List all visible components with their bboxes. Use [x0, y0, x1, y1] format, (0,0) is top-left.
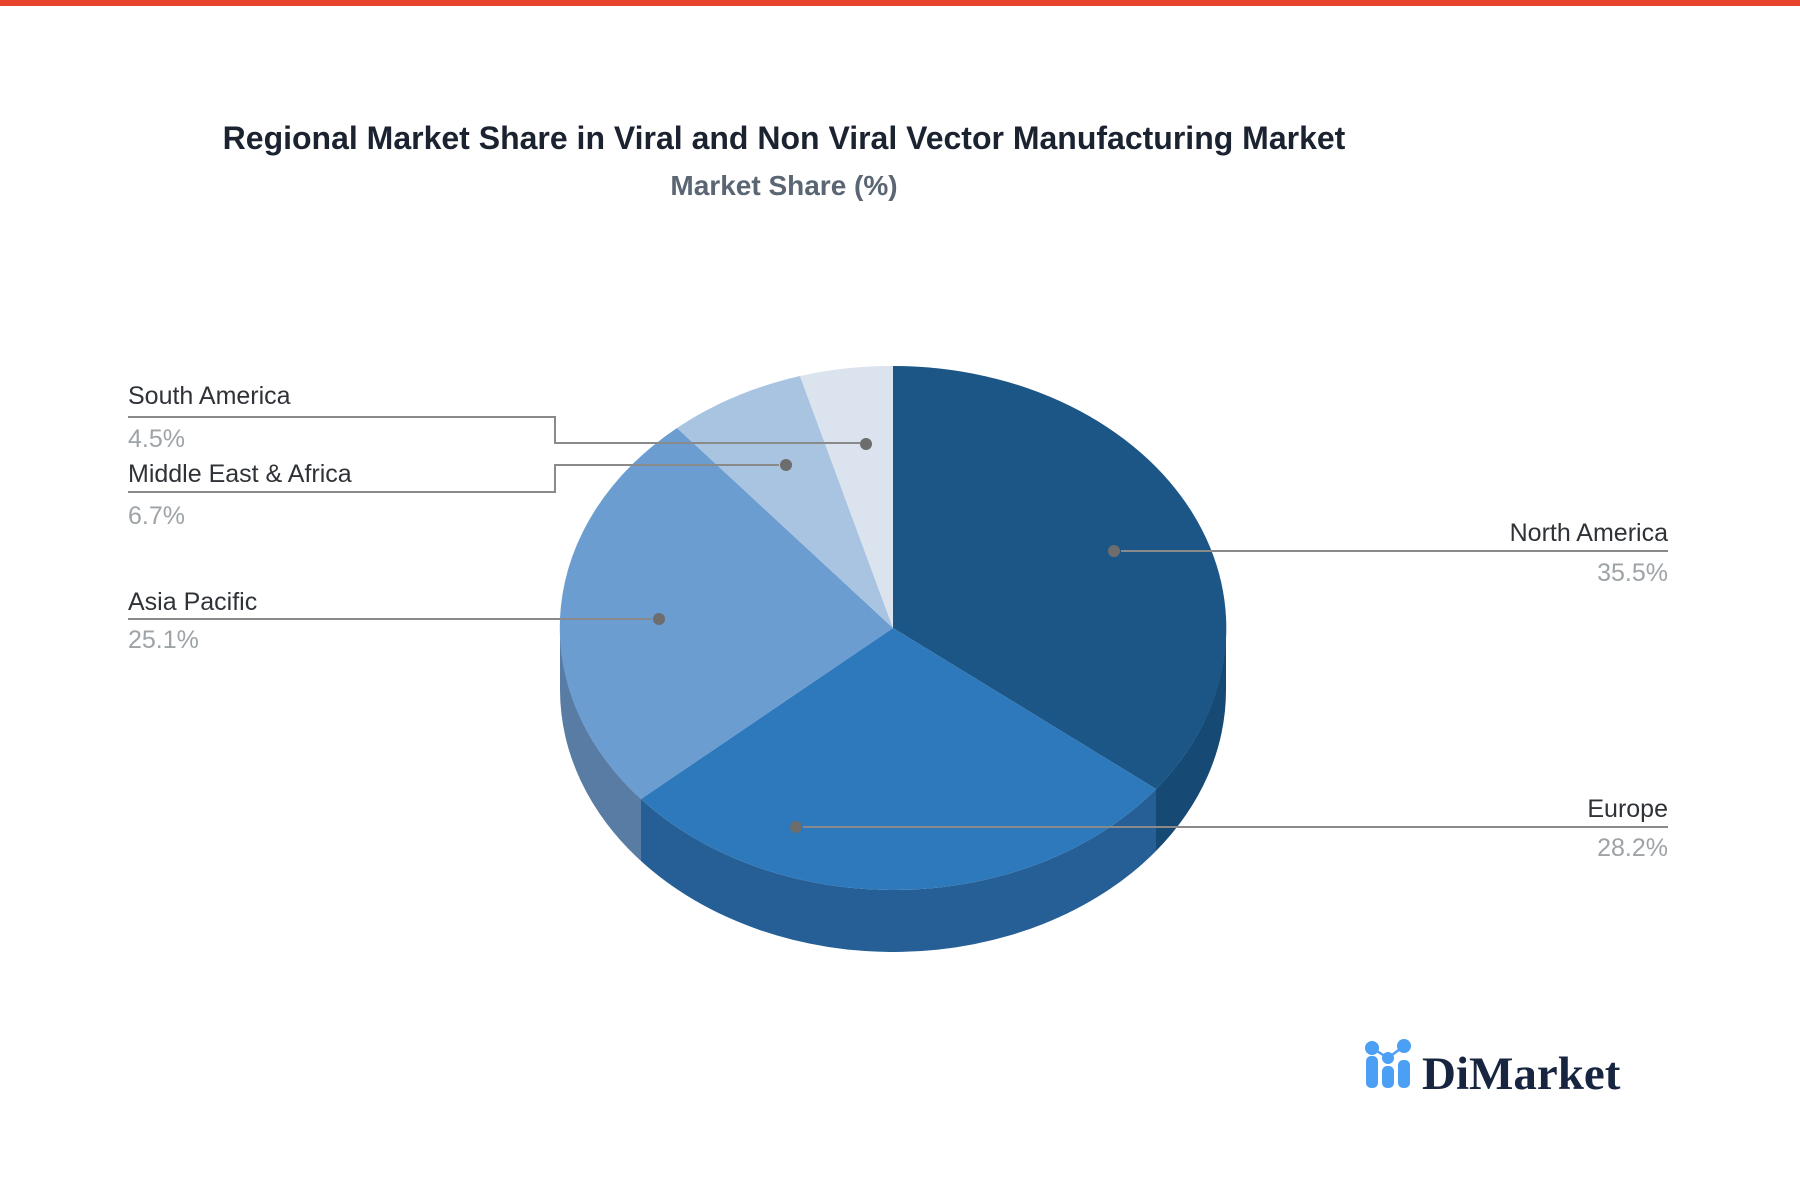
dimarket-logo-icon [1365, 1039, 1411, 1088]
callout-label-asia-pacific: Asia Pacific [128, 588, 257, 616]
dimarket-logo-text: DiMarket [1422, 1048, 1621, 1100]
chart-title: Regional Market Share in Viral and Non V… [223, 120, 1346, 156]
dimarket-logo: DiMarket [1365, 1039, 1621, 1100]
callout-label-north-america: North America [1510, 519, 1668, 547]
leader-dot-south-america [860, 438, 872, 450]
pie-slice-north-america[interactable] [893, 365, 1227, 789]
pie-rim-asia-pacific [560, 628, 641, 861]
callout-label-middle-east-africa: Middle East & Africa [128, 460, 352, 488]
chart-subtitle: Market Share (%) [670, 170, 897, 201]
callout-label-europe: Europe [1587, 795, 1668, 823]
callout-value-middle-east-africa: 6.7% [128, 502, 185, 530]
callout-value-europe: 28.2% [1597, 834, 1668, 862]
leader-dot-north-america [1108, 545, 1120, 557]
leader-dot-middle-east-africa [780, 459, 792, 471]
leader-line-south-america [128, 416, 860, 444]
pie-slice-south-america[interactable] [800, 365, 893, 628]
leader-dot-europe [790, 821, 802, 833]
pie-slice-asia-pacific[interactable] [559, 428, 893, 799]
pie-rim-europe [641, 789, 1156, 952]
top-accent-bar [0, 0, 1800, 6]
callout-label-south-america: South America [128, 382, 291, 410]
leader-line-middle-east-africa [128, 464, 779, 493]
callout-value-north-america: 35.5% [1597, 559, 1668, 587]
callout-value-south-america: 4.5% [128, 425, 185, 453]
callout-value-asia-pacific: 25.1% [128, 626, 199, 654]
pie-slice-middle-east-africa[interactable] [677, 376, 893, 628]
leader-dot-asia-pacific [653, 613, 665, 625]
pie-rim-north-america [1156, 628, 1227, 851]
pie-slice-europe[interactable] [641, 628, 1156, 890]
